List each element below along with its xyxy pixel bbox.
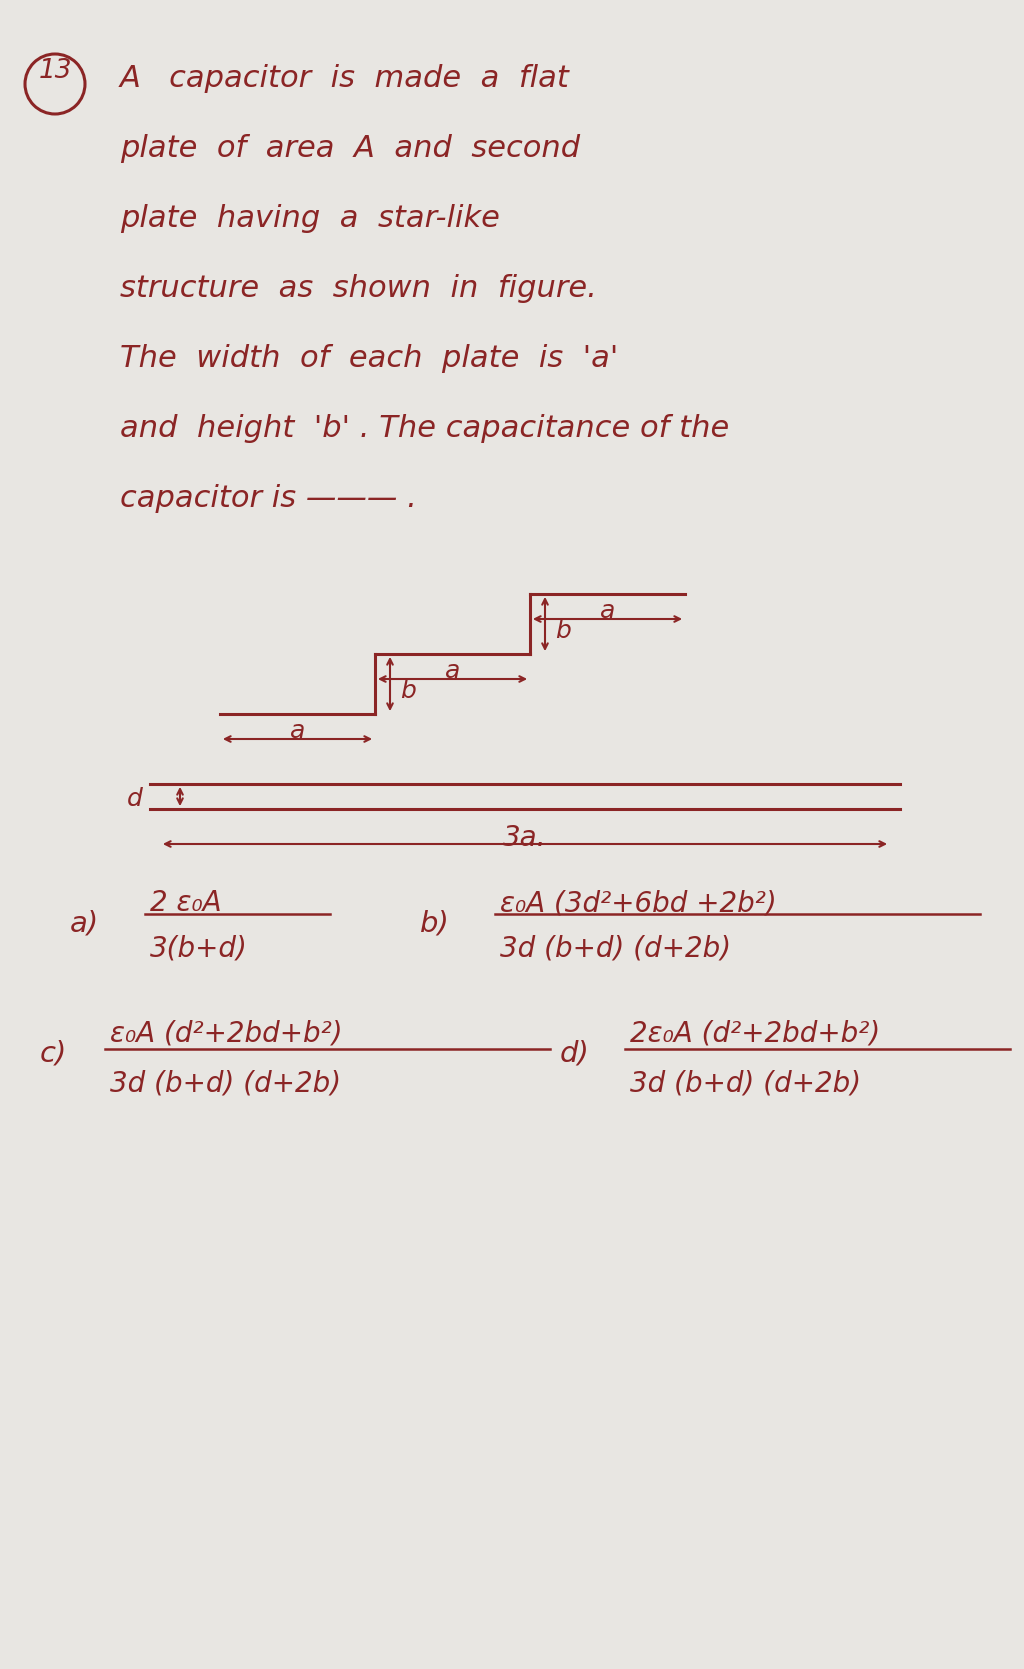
Text: structure  as  shown  in  figure.: structure as shown in figure. <box>120 274 597 304</box>
Text: plate  of  area  A  and  second: plate of area A and second <box>120 134 581 164</box>
Text: d: d <box>127 786 143 811</box>
Text: b: b <box>555 619 570 643</box>
Text: The  width  of  each  plate  is  'a': The width of each plate is 'a' <box>120 344 618 372</box>
Text: a: a <box>600 599 615 623</box>
Text: 3d (b+d) (d+2b): 3d (b+d) (d+2b) <box>500 935 731 961</box>
Text: c): c) <box>40 1040 68 1066</box>
Text: plate  having  a  star-like: plate having a star-like <box>120 204 500 234</box>
Text: d): d) <box>560 1040 590 1066</box>
Text: 3(b+d): 3(b+d) <box>150 935 248 961</box>
Text: and  height  'b' . The capacitance of the: and height 'b' . The capacitance of the <box>120 414 729 442</box>
Text: 2 ε₀A: 2 ε₀A <box>150 890 221 916</box>
Text: a): a) <box>70 910 99 936</box>
Text: A   capacitor  is  made  a  flat: A capacitor is made a flat <box>120 63 570 93</box>
Text: 2ε₀A (d²+2bd+b²): 2ε₀A (d²+2bd+b²) <box>630 1020 881 1046</box>
Text: a: a <box>290 719 305 743</box>
Text: 3a.: 3a. <box>503 824 547 851</box>
Text: 13: 13 <box>38 58 72 83</box>
Text: ε₀A (3d²+6bd +2b²): ε₀A (3d²+6bd +2b²) <box>500 890 777 916</box>
Text: b: b <box>400 679 416 703</box>
Text: ε₀A (d²+2bd+b²): ε₀A (d²+2bd+b²) <box>110 1020 343 1046</box>
Text: 3d (b+d) (d+2b): 3d (b+d) (d+2b) <box>630 1070 861 1097</box>
Text: b): b) <box>420 910 450 936</box>
Text: capacitor is ——— .: capacitor is ——— . <box>120 484 417 512</box>
Text: a: a <box>444 659 460 683</box>
Text: 3d (b+d) (d+2b): 3d (b+d) (d+2b) <box>110 1070 341 1097</box>
